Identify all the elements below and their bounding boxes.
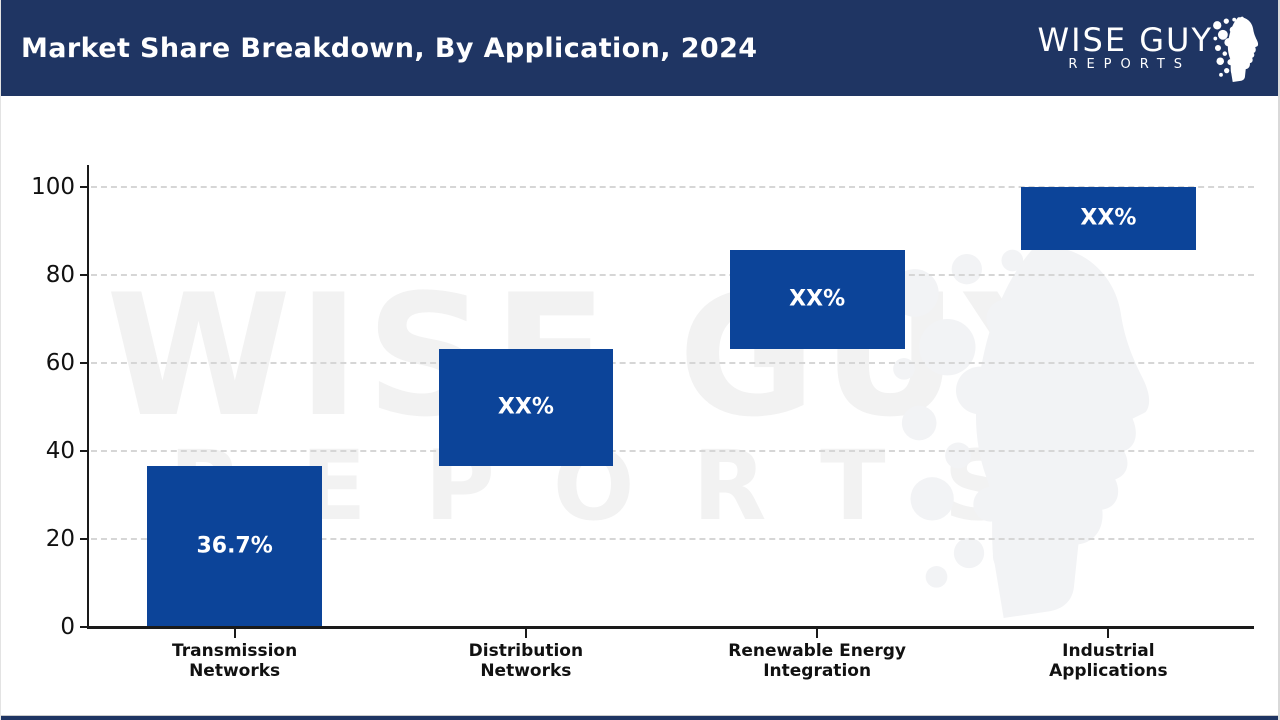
footer-divider (1, 715, 1278, 716)
footer-accent-bar (1, 716, 1278, 720)
x-tick-3 (816, 629, 819, 638)
brand-head-icon (1209, 14, 1267, 82)
category-label-1: Transmission Networks (89, 641, 380, 681)
bar-3 (729, 249, 905, 349)
x-tick-1 (233, 629, 236, 638)
category-label-line: Industrial (1062, 641, 1155, 661)
category-label-line: Renewable Energy (728, 641, 906, 661)
y-tick-100 (80, 186, 89, 188)
bar-2 (438, 348, 614, 466)
bar-1 (147, 465, 322, 627)
y-tick-label-20: 20 (45, 526, 75, 552)
gridline-y-40 (91, 450, 1254, 452)
y-tick-label-0: 0 (60, 614, 75, 640)
chart-title: Market Share Breakdown, By Application, … (21, 32, 758, 64)
gridline-y-80 (91, 274, 1254, 276)
category-label-4: Industrial Applications (963, 641, 1254, 681)
y-tick-label-40: 40 (45, 438, 75, 464)
y-tick-label-60: 60 (45, 350, 75, 376)
y-tick-60 (80, 362, 89, 364)
category-label-3: Renewable Energy Integration (672, 641, 963, 681)
brand-subname: REPORTS (1068, 57, 1192, 72)
y-tick-label-100: 100 (31, 174, 75, 200)
brand-logo: WISE GUY REPORTS (1037, 14, 1267, 82)
gridline-y-100 (91, 186, 1254, 188)
category-label-2: Distribution Networks (380, 641, 671, 681)
gridline-y-60 (91, 362, 1254, 364)
y-tick-20 (80, 538, 89, 540)
category-label-line: Networks (480, 661, 572, 681)
y-axis (87, 165, 89, 629)
category-label-line: Integration (763, 661, 872, 681)
y-tick-40 (80, 450, 89, 452)
brand-name: WISE GUY (1037, 21, 1213, 59)
category-label-line: Transmission (172, 641, 298, 661)
x-tick-4 (1107, 629, 1110, 638)
y-tick-label-80: 80 (45, 262, 75, 288)
y-tick-0 (80, 626, 89, 628)
gridline-y-20 (91, 538, 1254, 540)
category-label-line: Distribution (468, 641, 584, 661)
category-label-line: Applications (1049, 661, 1168, 681)
y-tick-80 (80, 274, 89, 276)
bar-value-label-1: 36.7% (196, 533, 273, 559)
bar-value-label-4: XX% (1080, 205, 1137, 231)
bar-value-label-3: XX% (789, 286, 846, 312)
category-label-line: Networks (189, 661, 281, 681)
bar-value-label-2: XX% (497, 394, 554, 420)
bar-4 (1021, 187, 1196, 250)
x-axis (87, 626, 1254, 629)
header-bar: Market Share Breakdown, By Application, … (1, 0, 1278, 96)
brand-logo-text: WISE GUY REPORTS (1037, 23, 1213, 73)
x-tick-2 (524, 629, 527, 638)
